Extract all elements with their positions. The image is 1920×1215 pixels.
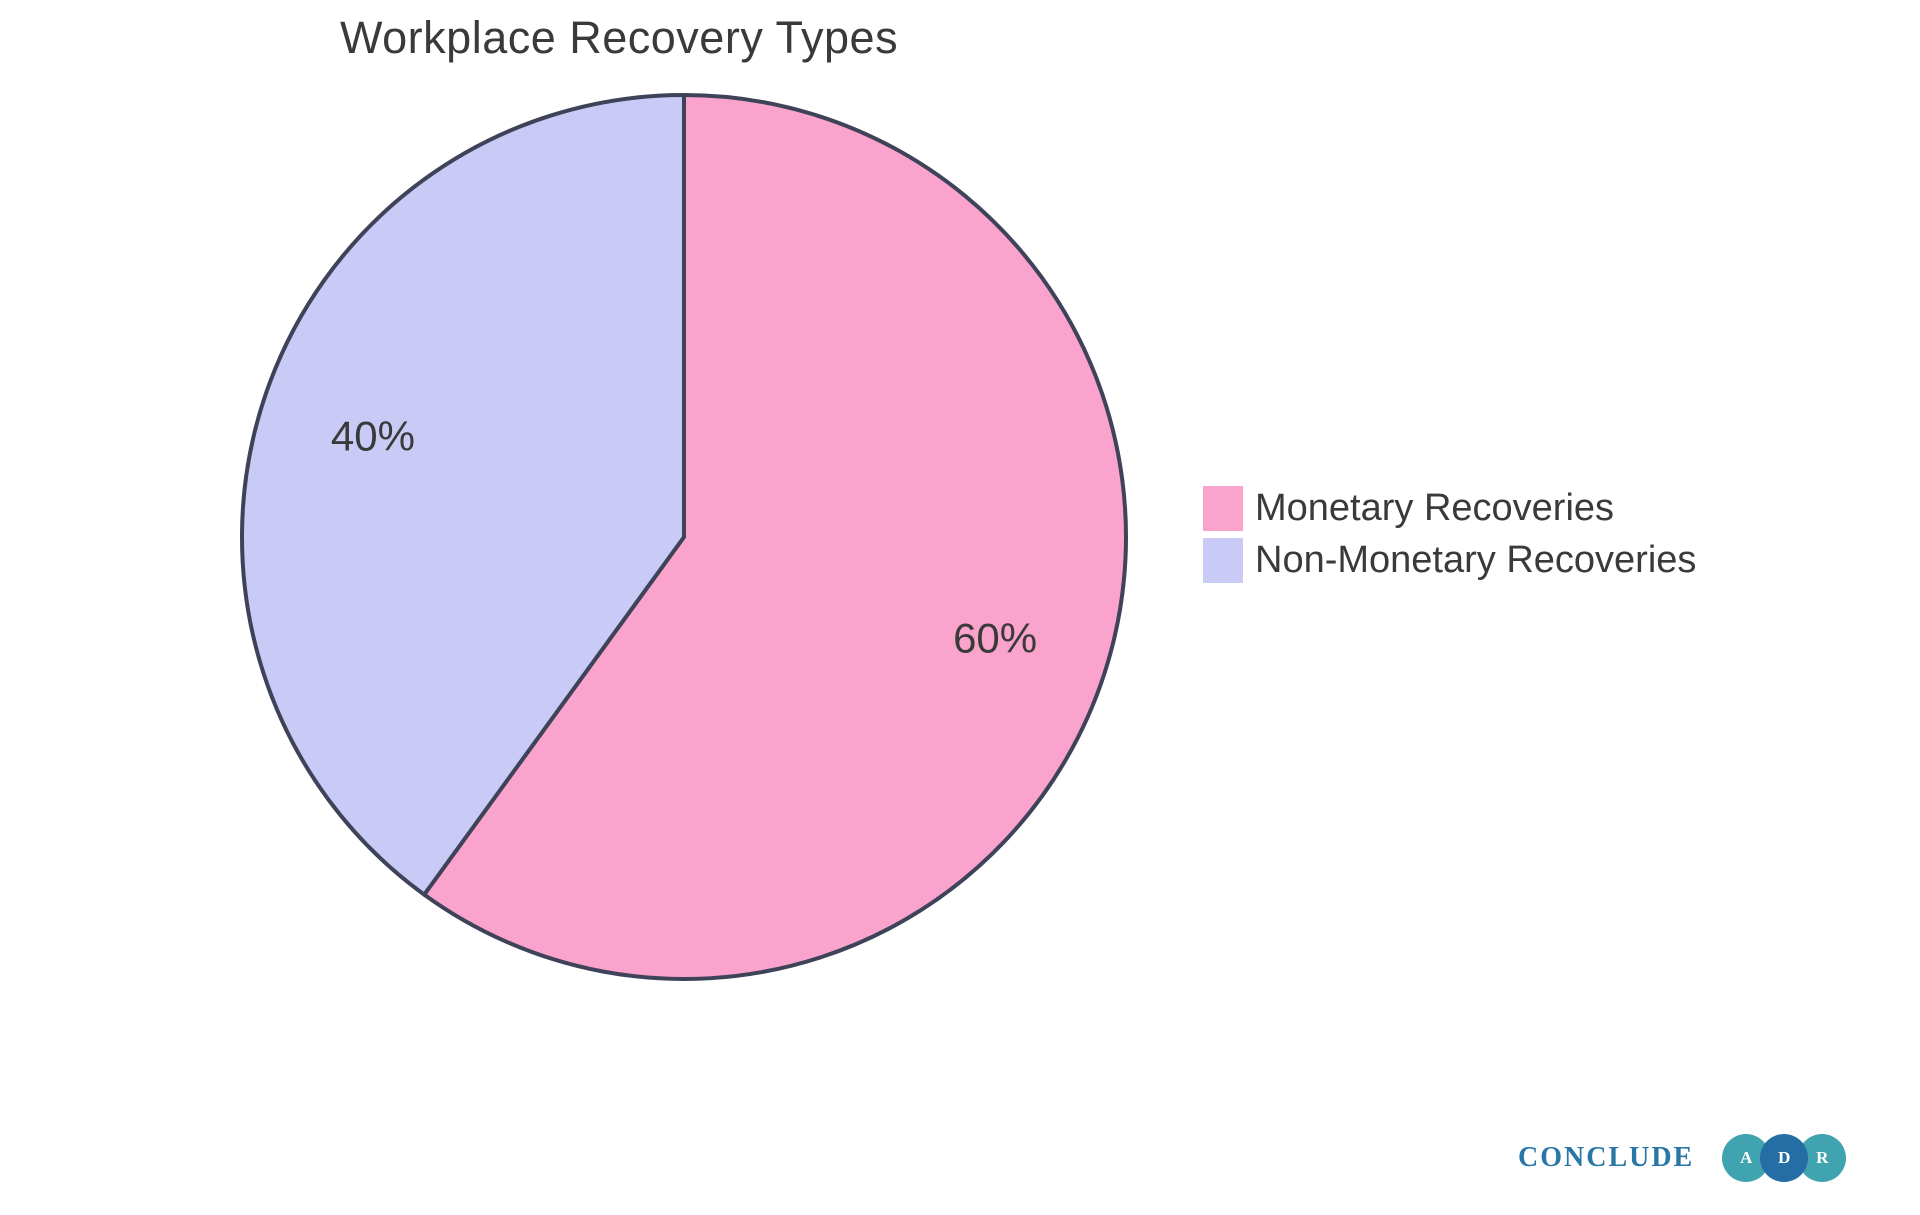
- pie-slice-monetary-recoveries: [422, 93, 1128, 981]
- pie-slices: 60% 40%: [239, 93, 1128, 981]
- legend-label: Monetary Recoveries: [1255, 487, 1615, 529]
- chart-title: Workplace Recovery Types: [340, 12, 899, 63]
- pie-value-label-non-monetary-recoveries: 40%: [331, 412, 415, 459]
- legend: Monetary Recoveries Non-Monetary Recoveri…: [1203, 486, 1696, 583]
- brand-wordmark: CONCLUDE: [1518, 1142, 1695, 1173]
- legend-swatch: [1203, 486, 1243, 531]
- pie-value-label-monetary-recoveries: 60%: [953, 615, 1037, 662]
- legend-label: Non-Monetary Recoveries: [1255, 539, 1697, 581]
- pie-slice-non-monetary-recoveries: [239, 93, 686, 897]
- legend-item-monetary-recoveries: Monetary Recoveries: [1203, 486, 1696, 531]
- pie-chart: 60% 40%: [239, 93, 1128, 981]
- legend-swatch: [1203, 538, 1243, 583]
- legend-item-non-monetary-recoveries: Non-Monetary Recoveries: [1203, 538, 1696, 583]
- brand-badge-d: D: [1760, 1134, 1809, 1182]
